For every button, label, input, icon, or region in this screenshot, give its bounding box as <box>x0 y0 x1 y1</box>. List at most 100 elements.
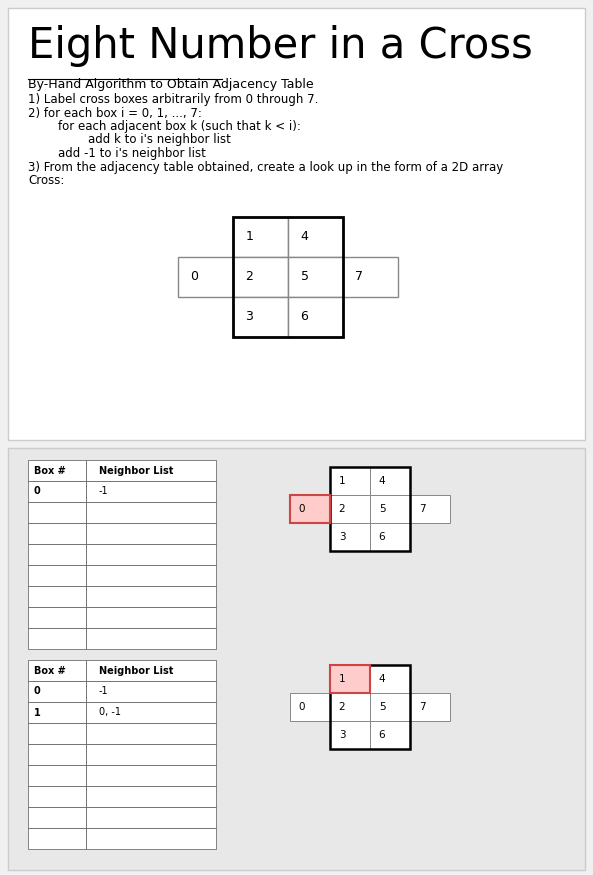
Bar <box>370 665 410 693</box>
Bar <box>86 681 216 702</box>
Text: -1: -1 <box>99 487 109 496</box>
Bar <box>86 744 216 765</box>
Bar <box>28 681 86 702</box>
Bar <box>28 481 86 502</box>
Text: 1: 1 <box>246 230 253 243</box>
Text: 3: 3 <box>246 311 253 324</box>
Bar <box>288 217 343 257</box>
Bar <box>330 721 370 749</box>
Bar <box>86 544 216 565</box>
Bar <box>370 495 410 523</box>
Text: 2) for each box i = 0, 1, ..., 7:: 2) for each box i = 0, 1, ..., 7: <box>28 107 202 120</box>
Bar <box>288 297 343 337</box>
Bar <box>288 257 343 297</box>
Bar <box>28 502 86 523</box>
Text: Cross:: Cross: <box>28 174 65 187</box>
Bar <box>370 523 410 551</box>
Bar <box>86 807 216 828</box>
Text: 5: 5 <box>379 702 385 712</box>
Bar <box>8 448 585 870</box>
Bar <box>86 565 216 586</box>
Text: Neighbor List: Neighbor List <box>99 466 173 475</box>
Text: By-Hand Algorithm to Obtain Adjacency Table: By-Hand Algorithm to Obtain Adjacency Ta… <box>28 78 314 91</box>
Bar <box>28 523 86 544</box>
Bar <box>86 607 216 628</box>
Text: Neighbor List: Neighbor List <box>99 666 173 676</box>
Text: for each adjacent box k (such that k < i):: for each adjacent box k (such that k < i… <box>28 120 301 133</box>
Text: 3: 3 <box>339 730 345 740</box>
Bar <box>370 467 410 495</box>
Text: 1) Label cross boxes arbitrarily from 0 through 7.: 1) Label cross boxes arbitrarily from 0 … <box>28 93 318 106</box>
Text: 0: 0 <box>34 687 40 696</box>
Bar <box>370 693 410 721</box>
Bar <box>370 721 410 749</box>
Bar <box>410 693 450 721</box>
Bar <box>343 257 398 297</box>
Bar <box>28 702 86 723</box>
Text: Box #: Box # <box>34 666 66 676</box>
Bar <box>86 660 216 681</box>
Bar <box>28 586 86 607</box>
Bar <box>233 297 288 337</box>
Bar <box>290 693 330 721</box>
Bar <box>28 565 86 586</box>
Text: add -1 to i's neighbor list: add -1 to i's neighbor list <box>28 147 206 160</box>
Bar <box>8 8 585 440</box>
Text: 6: 6 <box>379 730 385 740</box>
Bar <box>28 607 86 628</box>
Text: 2: 2 <box>339 702 345 712</box>
Bar <box>28 744 86 765</box>
Text: Eight Number in a Cross: Eight Number in a Cross <box>28 25 533 67</box>
Text: 6: 6 <box>379 532 385 542</box>
Text: 7: 7 <box>419 702 425 712</box>
Bar <box>290 495 330 523</box>
Bar <box>28 765 86 786</box>
Bar <box>86 702 216 723</box>
Bar <box>330 665 370 693</box>
Bar <box>28 807 86 828</box>
Text: 5: 5 <box>379 504 385 514</box>
Bar <box>330 523 370 551</box>
Bar <box>86 765 216 786</box>
Text: 1: 1 <box>339 476 345 486</box>
Bar <box>86 502 216 523</box>
Text: 3) From the adjacency table obtained, create a look up in the form of a 2D array: 3) From the adjacency table obtained, cr… <box>28 160 503 173</box>
Bar <box>28 660 86 681</box>
Bar <box>86 786 216 807</box>
Bar <box>233 217 343 337</box>
Bar <box>86 723 216 744</box>
Bar <box>28 828 86 849</box>
Text: 7: 7 <box>355 270 364 284</box>
Text: 3: 3 <box>339 532 345 542</box>
Bar <box>86 523 216 544</box>
Text: 0: 0 <box>299 702 305 712</box>
Bar <box>86 628 216 649</box>
Text: 4: 4 <box>379 476 385 486</box>
Text: 0: 0 <box>190 270 199 284</box>
Bar <box>330 467 370 495</box>
Bar <box>28 460 86 481</box>
Bar <box>28 723 86 744</box>
Text: 5: 5 <box>301 270 308 284</box>
Bar <box>330 693 370 721</box>
Bar <box>330 665 370 693</box>
Text: 2: 2 <box>339 504 345 514</box>
Text: Box #: Box # <box>34 466 66 475</box>
Text: add k to i's neighbor list: add k to i's neighbor list <box>28 134 231 146</box>
Text: -1: -1 <box>99 687 109 696</box>
Bar <box>86 828 216 849</box>
Bar <box>233 257 288 297</box>
Bar <box>28 628 86 649</box>
Text: 0: 0 <box>299 504 305 514</box>
Text: 1: 1 <box>339 674 345 684</box>
Bar <box>410 495 450 523</box>
Bar <box>330 665 410 749</box>
Text: 0, -1: 0, -1 <box>99 708 121 717</box>
Text: 2: 2 <box>246 270 253 284</box>
Text: 1: 1 <box>34 708 40 717</box>
Text: 4: 4 <box>379 674 385 684</box>
Text: 4: 4 <box>301 230 308 243</box>
Text: 0: 0 <box>34 487 40 496</box>
Bar <box>28 544 86 565</box>
Text: 6: 6 <box>301 311 308 324</box>
